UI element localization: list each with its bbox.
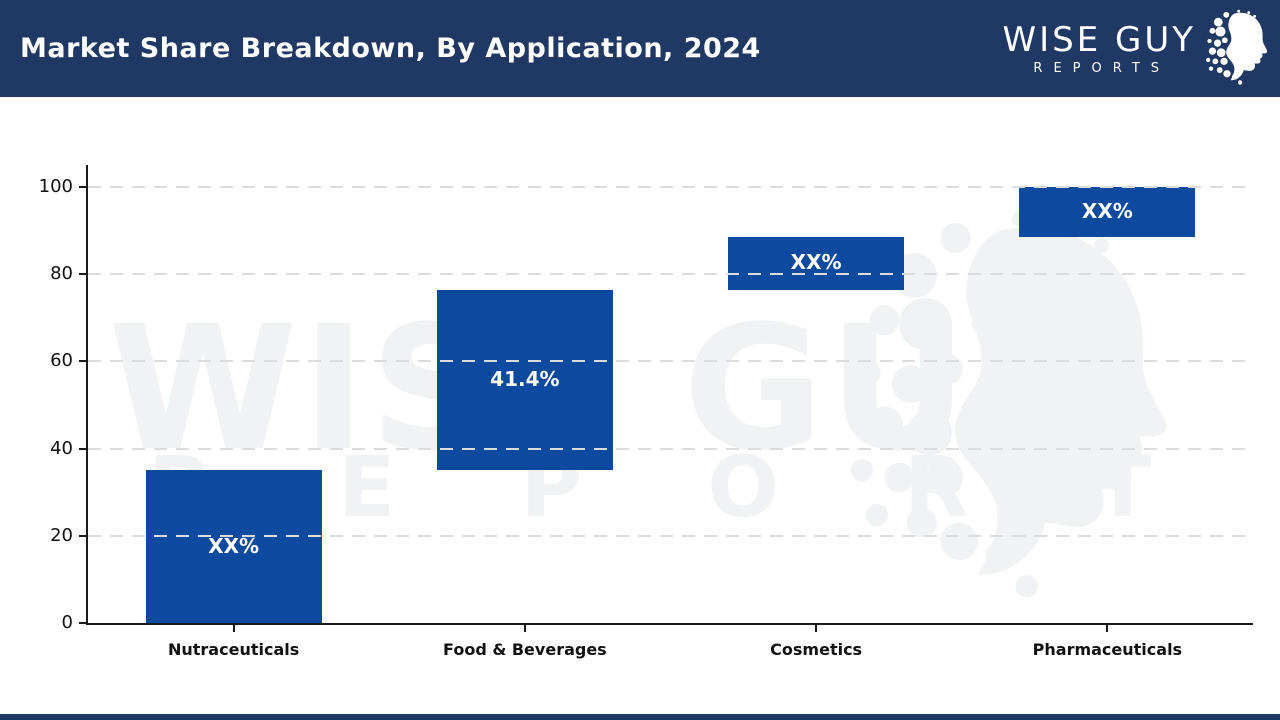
gridline-80 — [88, 273, 1253, 276]
footer-band — [0, 714, 1280, 720]
y-axis-line — [86, 165, 88, 625]
y-tick-label-80: 80 — [50, 263, 73, 285]
y-tick-label-0: 0 — [61, 612, 73, 633]
y-tick-20 — [79, 534, 88, 537]
category-label-0: Nutraceuticals — [167, 640, 300, 659]
y-tick-label-20: 20 — [50, 524, 73, 546]
y-tick-label-40: 40 — [50, 437, 73, 459]
gridline-60 — [88, 360, 1253, 363]
x-tick-1 — [523, 624, 526, 632]
category-label-3: Pharmaceuticals — [1032, 640, 1183, 659]
brand-face-icon — [1205, 9, 1268, 85]
x-tick-3 — [1106, 624, 1109, 632]
x-axis-line — [86, 623, 1253, 625]
y-tick-40 — [79, 447, 88, 450]
brand-logo: WISE GUY REPORTS — [1002, 0, 1268, 97]
brand-name: WISE GUY — [1002, 19, 1196, 60]
brand-logo-text: WISE GUY REPORTS — [1002, 22, 1196, 76]
x-tick-0 — [232, 624, 235, 632]
brand-subtitle: REPORTS — [1033, 60, 1171, 76]
y-tick-100 — [79, 186, 88, 188]
gridline-100 — [88, 186, 1253, 188]
bar-value-label: XX% — [790, 250, 842, 275]
page-title: Market Share Breakdown, By Application, … — [20, 33, 761, 64]
category-label-2: Cosmetics — [770, 640, 863, 659]
y-tick-label-100: 100 — [38, 176, 73, 197]
x-tick-2 — [815, 624, 818, 632]
y-tick-80 — [79, 273, 88, 276]
gridline-40 — [88, 447, 1253, 450]
y-tick-label-60: 60 — [50, 350, 73, 372]
bar-nutraceuticals — [145, 470, 322, 623]
gridline-20 — [88, 534, 1253, 537]
bar-value-label: XX% — [208, 533, 260, 558]
header-band: Market Share Breakdown, By Application, … — [0, 0, 1280, 97]
bar-food-beverages — [436, 289, 613, 471]
category-label-1: Food & Beverages — [443, 640, 607, 659]
bar-value-label: 41.4% — [490, 367, 560, 392]
y-tick-0 — [79, 622, 88, 624]
bar-value-label: XX% — [1081, 198, 1133, 223]
y-tick-60 — [79, 360, 88, 363]
